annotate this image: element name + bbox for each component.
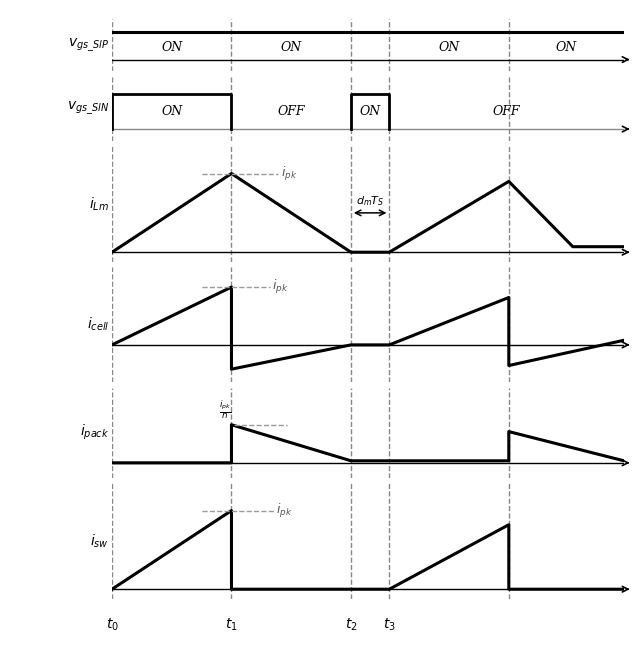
- Text: $i_{pk}$: $i_{pk}$: [272, 278, 289, 296]
- Y-axis label: $\boldsymbol{v_{gs\_SlP}}$: $\boldsymbol{v_{gs\_SlP}}$: [68, 36, 109, 53]
- Text: $t_1$: $t_1$: [225, 617, 238, 633]
- Text: OFF: OFF: [278, 105, 305, 118]
- Text: $\frac{i_{pk}}{n}$: $\frac{i_{pk}}{n}$: [219, 398, 231, 421]
- Text: ON: ON: [556, 41, 577, 54]
- Y-axis label: $\boldsymbol{v_{gs\_SlN}}$: $\boldsymbol{v_{gs\_SlN}}$: [67, 99, 109, 117]
- Text: $t_2$: $t_2$: [344, 617, 357, 633]
- Y-axis label: $\boldsymbol{i_{sw}}$: $\boldsymbol{i_{sw}}$: [90, 532, 109, 549]
- Text: $i_{pk}$: $i_{pk}$: [276, 502, 292, 519]
- Text: OFF: OFF: [493, 105, 520, 118]
- Text: $t_0$: $t_0$: [106, 617, 118, 633]
- Text: $t_3$: $t_3$: [383, 617, 396, 633]
- Y-axis label: $\boldsymbol{i_{pack}}$: $\boldsymbol{i_{pack}}$: [80, 423, 109, 443]
- Text: ON: ON: [161, 41, 182, 54]
- Text: $d_m T_S$: $d_m T_S$: [356, 194, 385, 208]
- Text: ON: ON: [280, 41, 302, 54]
- Text: $i_{pk}$: $i_{pk}$: [280, 164, 297, 183]
- Y-axis label: $\boldsymbol{i_{Lm}}$: $\boldsymbol{i_{Lm}}$: [89, 195, 109, 213]
- Text: ON: ON: [438, 41, 460, 54]
- Y-axis label: $\boldsymbol{i_{cell}}$: $\boldsymbol{i_{cell}}$: [86, 316, 109, 333]
- Text: ON: ON: [360, 105, 381, 118]
- Text: ON: ON: [161, 105, 182, 118]
